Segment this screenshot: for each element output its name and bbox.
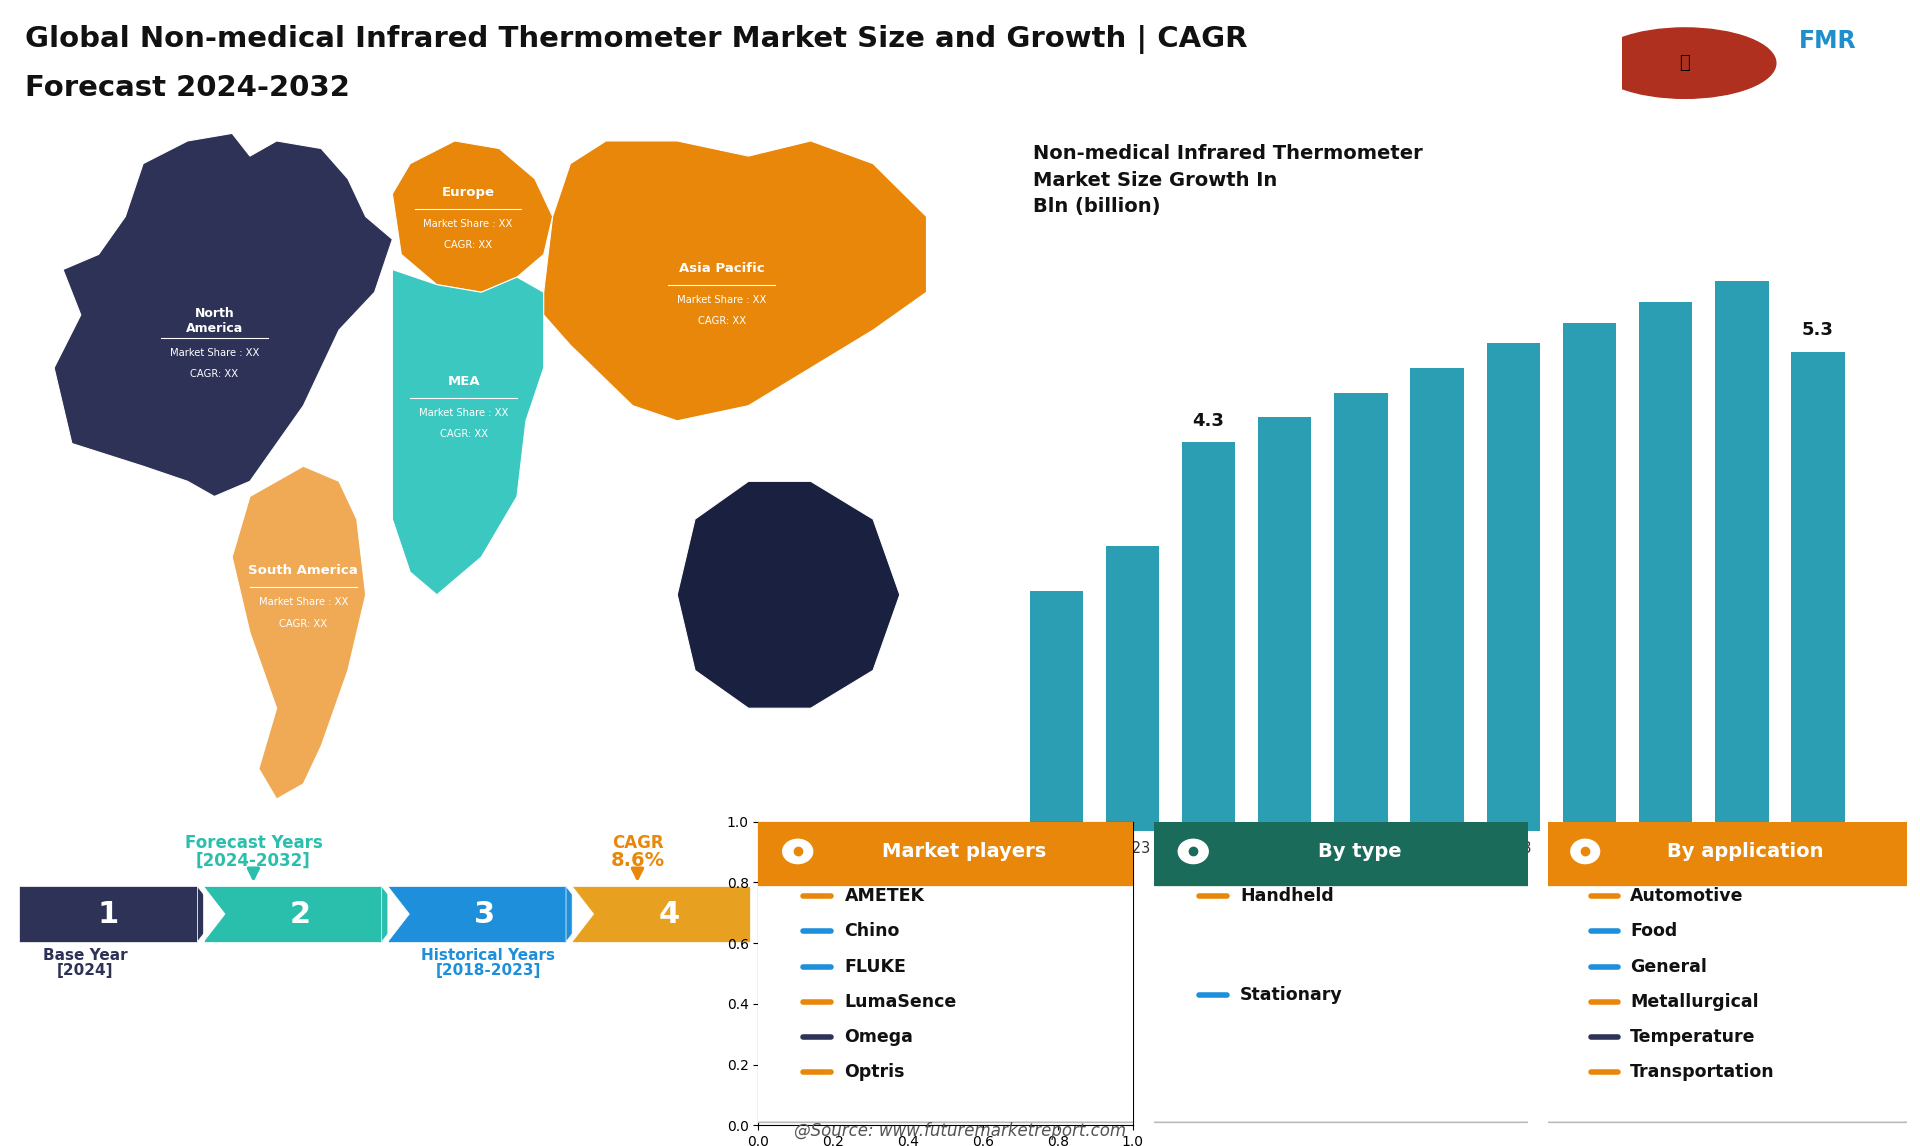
Text: CAGR: XX: CAGR: XX	[440, 430, 488, 439]
Polygon shape	[388, 886, 409, 942]
Circle shape	[783, 839, 812, 864]
Text: LumaSence: LumaSence	[845, 992, 956, 1011]
Text: Metallurgical: Metallurgical	[1630, 992, 1759, 1011]
Bar	[1715, 282, 1768, 831]
Bar	[1183, 442, 1235, 831]
Bar	[19, 886, 198, 942]
Text: FLUKE: FLUKE	[845, 958, 906, 975]
Bar	[204, 886, 382, 942]
Bar	[1411, 368, 1463, 831]
Text: 1: 1	[98, 900, 119, 928]
Text: CAGR: XX: CAGR: XX	[444, 241, 492, 250]
Bar	[1106, 547, 1160, 831]
Text: Historical Years: Historical Years	[422, 948, 555, 963]
Text: CAGR: XX: CAGR: XX	[190, 369, 238, 379]
Bar	[1029, 591, 1083, 831]
Polygon shape	[232, 466, 365, 799]
Text: Handheld: Handheld	[1240, 887, 1334, 905]
Text: North
America: North America	[186, 307, 244, 335]
Text: By type: By type	[1317, 842, 1402, 861]
Text: Market Share : XX: Market Share : XX	[259, 597, 348, 607]
Text: [2024]: [2024]	[58, 963, 113, 978]
Text: South America: South America	[248, 564, 359, 578]
Text: FMR: FMR	[1799, 29, 1857, 53]
Text: Non-medical Infrared Thermometer
Market Size Growth In
Bln (billion): Non-medical Infrared Thermometer Market …	[1033, 144, 1423, 217]
Polygon shape	[678, 481, 900, 708]
Text: Omega: Omega	[845, 1028, 914, 1046]
Text: Chino: Chino	[845, 923, 900, 941]
Text: FUTURE MARKET REPORT: FUTURE MARKET REPORT	[1784, 85, 1872, 91]
Text: Stationary: Stationary	[1240, 987, 1342, 1005]
Bar	[572, 886, 751, 942]
Text: Market Share : XX: Market Share : XX	[419, 408, 509, 418]
Text: Transportation: Transportation	[1630, 1063, 1774, 1082]
FancyBboxPatch shape	[743, 817, 1148, 886]
Text: Europe: Europe	[442, 186, 495, 199]
Text: Market Share : XX: Market Share : XX	[169, 347, 259, 358]
Text: Global Non-medical Infrared Thermometer Market Size and Growth | CAGR: Global Non-medical Infrared Thermometer …	[25, 25, 1248, 54]
Text: CAGR: XX: CAGR: XX	[697, 316, 745, 325]
FancyBboxPatch shape	[1139, 817, 1544, 886]
Text: Optris: Optris	[845, 1063, 904, 1082]
Text: Food: Food	[1630, 923, 1678, 941]
Bar	[1640, 303, 1692, 831]
Text: Forecast Years: Forecast Years	[184, 834, 323, 851]
Text: 3: 3	[474, 900, 495, 928]
FancyBboxPatch shape	[1148, 872, 1534, 1122]
Polygon shape	[572, 886, 593, 942]
Text: @Source: www.futuremarketreport.com: @Source: www.futuremarketreport.com	[795, 1122, 1125, 1140]
Bar	[1563, 323, 1617, 831]
Polygon shape	[392, 141, 553, 292]
Text: Base Year: Base Year	[42, 948, 127, 963]
Bar	[1791, 352, 1845, 831]
Text: Temperature: Temperature	[1630, 1028, 1755, 1046]
Circle shape	[1571, 839, 1599, 864]
Text: 🏃: 🏃	[1680, 54, 1690, 72]
Text: 4.3: 4.3	[1192, 411, 1225, 430]
Text: MEA: MEA	[447, 375, 480, 388]
Text: [2018-2023]: [2018-2023]	[436, 963, 541, 978]
Text: [2024-2032]: [2024-2032]	[196, 851, 311, 870]
FancyBboxPatch shape	[1534, 817, 1920, 886]
Bar	[1486, 343, 1540, 831]
Text: CAGR: XX: CAGR: XX	[278, 619, 328, 628]
Text: Asia Pacific: Asia Pacific	[680, 261, 764, 275]
Polygon shape	[204, 886, 225, 942]
Bar	[1258, 417, 1311, 831]
Text: Forecast 2024-2032: Forecast 2024-2032	[25, 74, 349, 102]
Bar	[388, 886, 566, 942]
Polygon shape	[543, 141, 927, 421]
Circle shape	[1179, 839, 1208, 864]
Text: Market Share : XX: Market Share : XX	[678, 295, 766, 305]
Text: 5.3: 5.3	[1803, 321, 1834, 339]
FancyBboxPatch shape	[1542, 872, 1912, 1122]
Bar	[1334, 393, 1388, 831]
Polygon shape	[54, 133, 392, 496]
Text: 4: 4	[659, 900, 680, 928]
Text: AMETEK: AMETEK	[845, 887, 925, 905]
Text: By application: By application	[1667, 842, 1824, 861]
Polygon shape	[382, 886, 403, 942]
Polygon shape	[198, 886, 219, 942]
Text: General: General	[1630, 958, 1707, 975]
Polygon shape	[566, 886, 588, 942]
Text: 8.6%: 8.6%	[611, 851, 664, 870]
Text: Market Share : XX: Market Share : XX	[422, 219, 513, 229]
Text: Market players: Market players	[881, 842, 1046, 861]
Text: 2: 2	[290, 900, 311, 928]
Polygon shape	[392, 269, 543, 595]
FancyBboxPatch shape	[753, 872, 1139, 1122]
Text: Automotive: Automotive	[1630, 887, 1743, 905]
Text: CAGR: CAGR	[612, 834, 662, 851]
Circle shape	[1594, 28, 1776, 99]
